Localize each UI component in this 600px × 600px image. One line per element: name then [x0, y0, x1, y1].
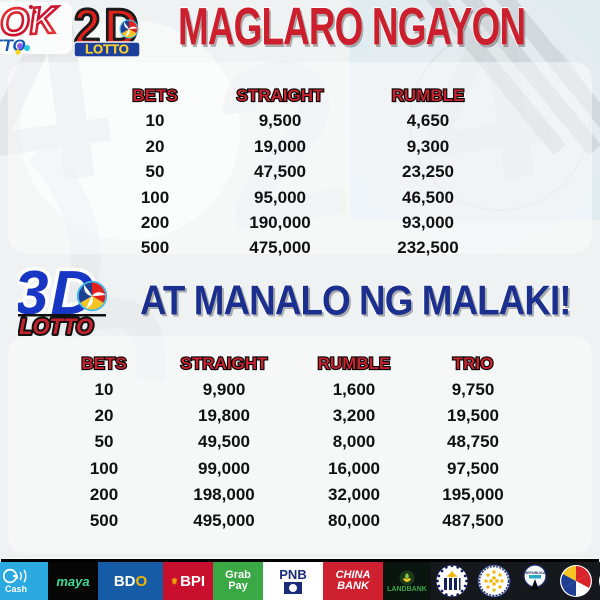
svg-text:LOTTO: LOTTO [19, 314, 93, 336]
svg-text:REPUBLIKA: REPUBLIKA [525, 571, 546, 575]
svg-text:LOTTO: LOTTO [85, 42, 129, 57]
